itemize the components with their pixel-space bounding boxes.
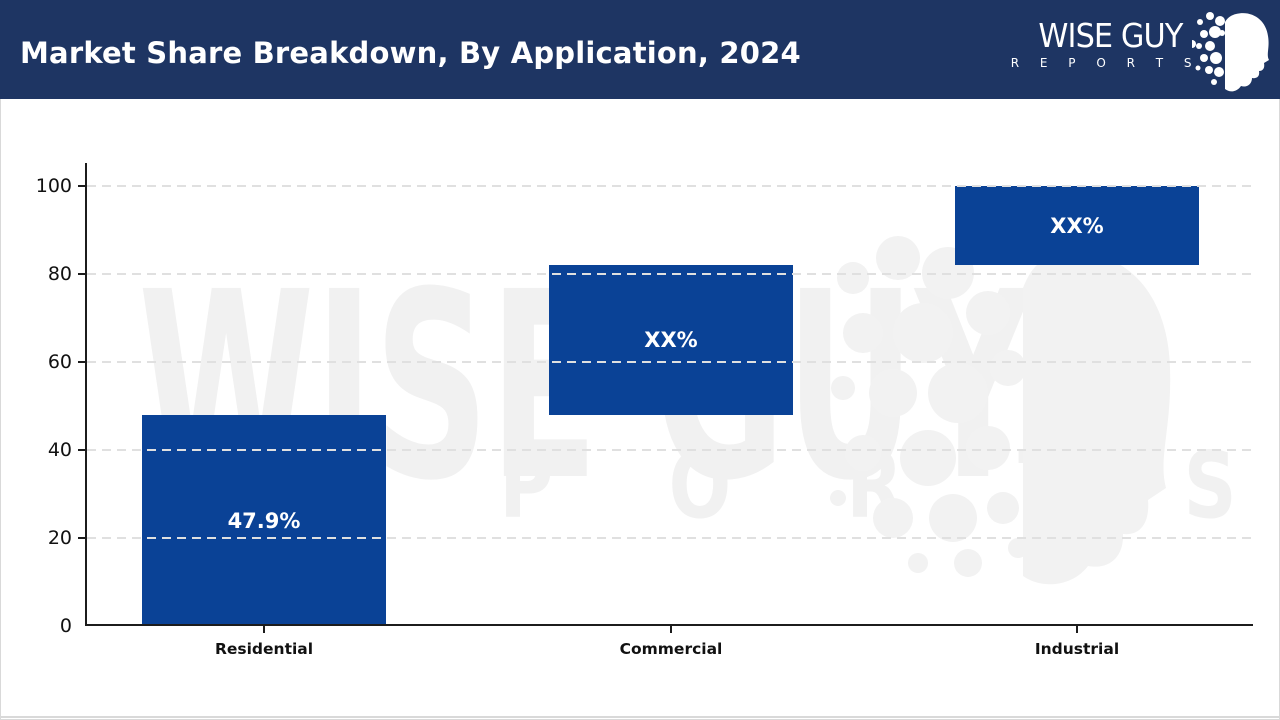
y-tick-mark xyxy=(78,537,85,539)
header-bar: Market Share Breakdown, By Application, … xyxy=(0,0,1280,99)
y-tick-mark xyxy=(78,185,85,187)
gridline-40 xyxy=(87,449,1253,451)
bar-commercial[interactable]: XX% xyxy=(549,265,793,416)
bar-residential[interactable]: 47.9% xyxy=(142,415,386,626)
logo-wordmark: WISE GUY xyxy=(1038,16,1183,55)
gridline-60 xyxy=(87,361,1253,363)
y-tick-label-40: 40 xyxy=(47,439,72,461)
head-profile-icon xyxy=(1192,12,1269,92)
y-tick-label-80: 80 xyxy=(47,263,72,285)
y-tick-label-20: 20 xyxy=(47,527,72,549)
x-category-label-residential: Residential xyxy=(214,640,314,658)
x-tick-mark xyxy=(1076,626,1078,633)
bar-value-label: 47.9% xyxy=(227,508,301,533)
gridline-20 xyxy=(87,537,1253,539)
bar-value-label: XX% xyxy=(1050,213,1104,238)
y-tick-label-60: 60 xyxy=(47,351,72,373)
y-tick-mark xyxy=(78,361,85,363)
y-tick-label-100: 100 xyxy=(35,175,72,197)
bar-industrial[interactable]: XX% xyxy=(955,186,1199,266)
y-tick-label-0: 0 xyxy=(59,615,72,637)
y-axis-spine xyxy=(85,163,87,626)
logo-subtext: R E P O R T S xyxy=(1010,56,1200,70)
wise-guy-reports-logo: WISE GUY R E P O R T S xyxy=(1011,4,1272,96)
page-title: Market Share Breakdown, By Application, … xyxy=(20,36,801,70)
x-category-label-commercial: Commercial xyxy=(619,640,723,658)
logo-text: WISE GUY R E P O R T S xyxy=(1005,16,1200,71)
bar-value-label: XX% xyxy=(644,328,698,353)
y-tick-mark xyxy=(78,273,85,275)
gridline-100 xyxy=(87,185,1253,187)
y-tick-mark xyxy=(78,449,85,451)
gridline-80 xyxy=(87,273,1253,275)
x-tick-mark xyxy=(263,626,265,633)
x-category-label-industrial: Industrial xyxy=(1034,640,1120,658)
page-bottom-border xyxy=(0,716,1280,718)
x-axis-spine xyxy=(85,624,1253,626)
x-tick-mark xyxy=(670,626,672,633)
